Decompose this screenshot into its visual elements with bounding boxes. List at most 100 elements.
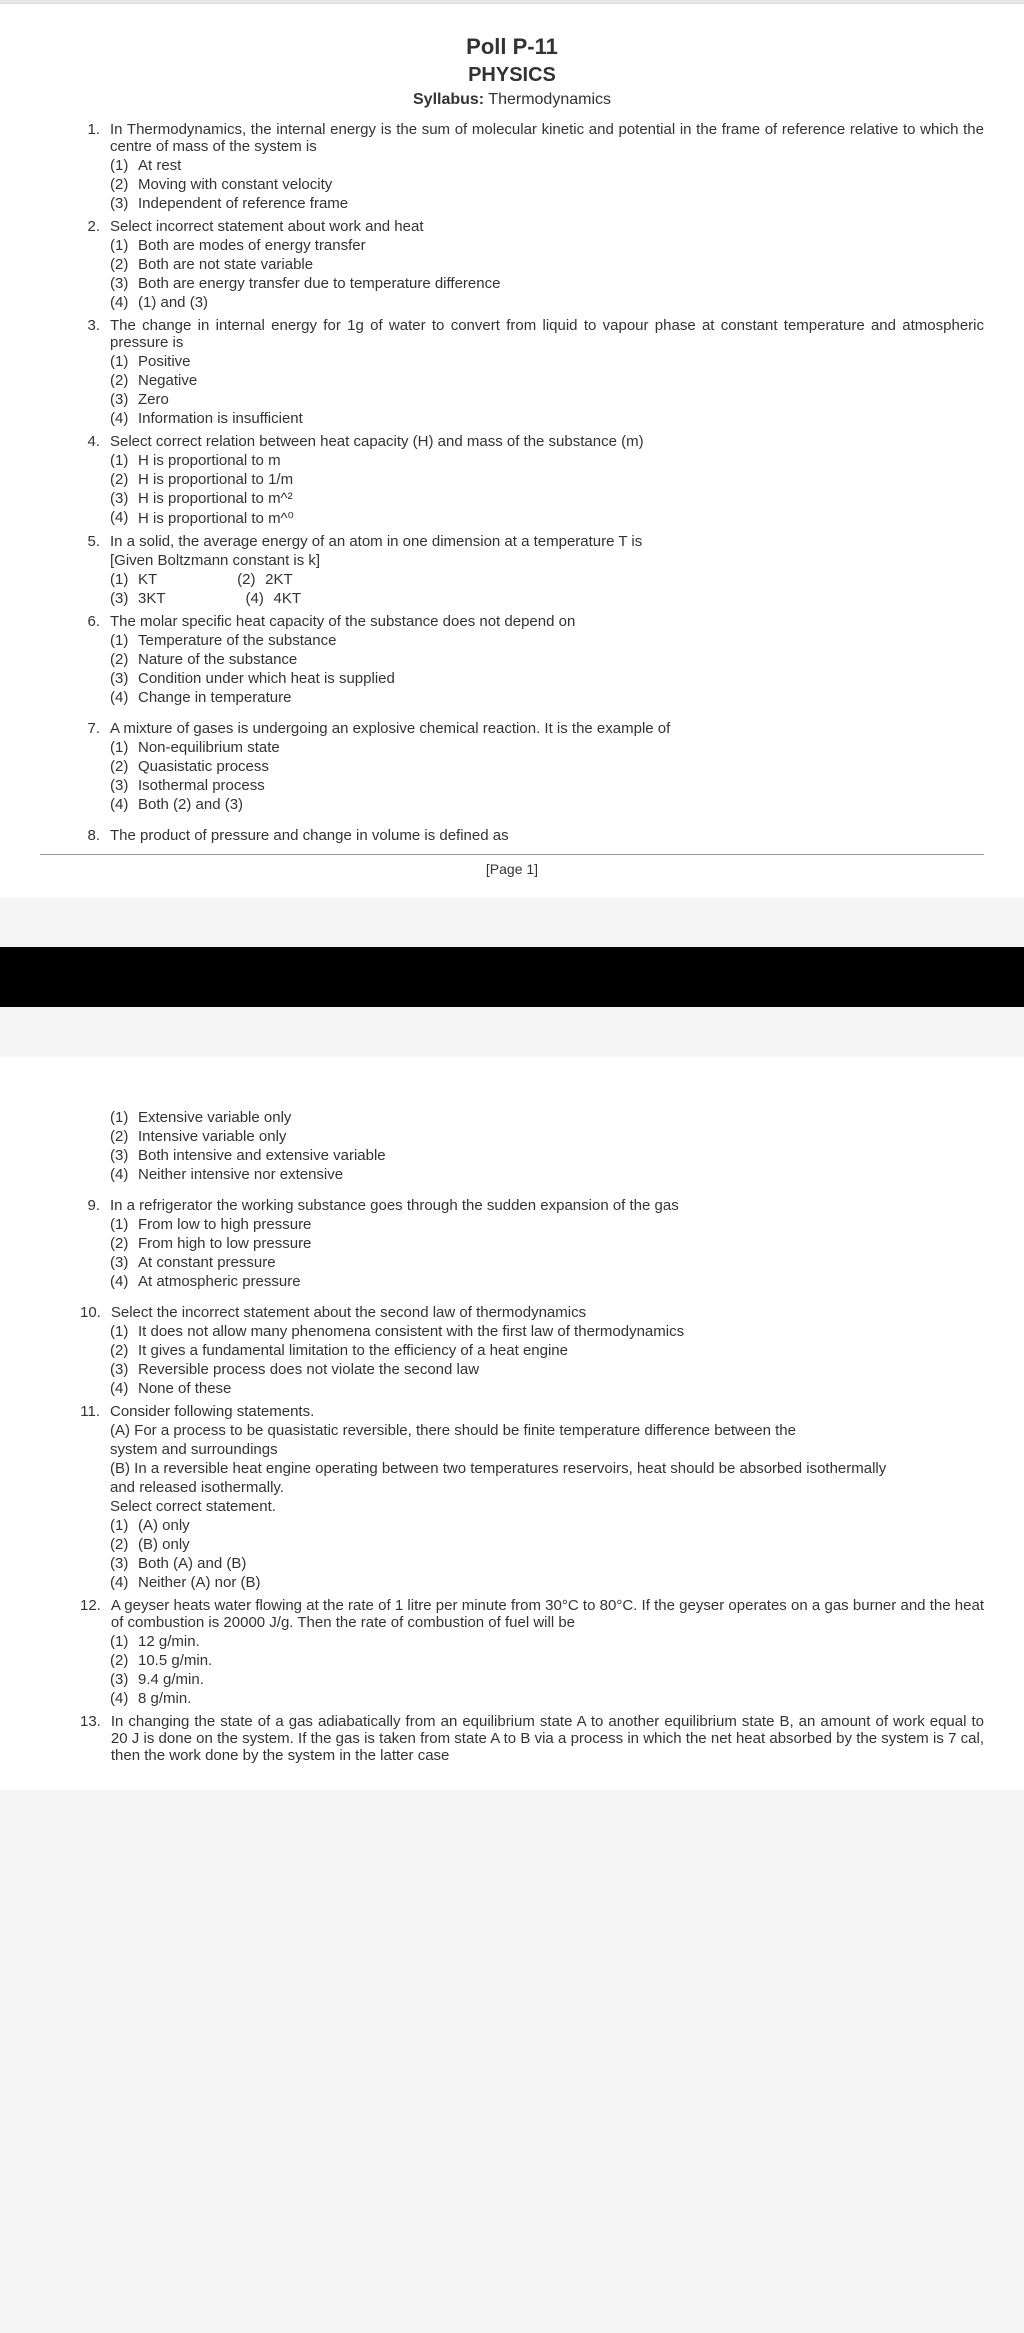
question-block: 10.Select the incorrect statement about … (80, 1304, 984, 1397)
question-text: In a solid, the average energy of an ato… (110, 533, 984, 550)
question-text: In a refrigerator the working substance … (110, 1197, 984, 1214)
option-row: (3)Independent of reference frame (80, 195, 984, 212)
option-text: From low to high pressure (138, 1216, 984, 1233)
option-text: Zero (138, 391, 984, 408)
subject-title: PHYSICS (40, 64, 984, 87)
question-line: Select correct statement. (80, 1498, 984, 1515)
question-row: 4.Select correct relation between heat c… (80, 433, 984, 450)
option-label: (4) (110, 689, 138, 706)
option-row: (3)Condition under which heat is supplie… (80, 670, 984, 687)
question-row: 2.Select incorrect statement about work … (80, 218, 984, 235)
question-block: 13.In changing the state of a gas adiaba… (80, 1713, 984, 1764)
option-row: (1)Extensive variable only (80, 1109, 984, 1126)
question-block: 6.The molar specific heat capacity of th… (80, 613, 984, 706)
option-label: (1) (110, 1323, 138, 1340)
option-row: (4)None of these (80, 1380, 984, 1397)
option-label: (4) (110, 1166, 138, 1183)
question-text: The product of pressure and change in vo… (110, 827, 984, 844)
option-row: (1)At rest (80, 157, 984, 174)
question-line: (B) In a reversible heat engine operatin… (80, 1460, 984, 1477)
option-text: At constant pressure (138, 1254, 984, 1271)
question-row: 10.Select the incorrect statement about … (80, 1304, 984, 1321)
option-row: (3)Zero (80, 391, 984, 408)
option-label: (2) (110, 651, 138, 668)
question-block: 9.In a refrigerator the working substanc… (80, 1197, 984, 1290)
option-text: Neither intensive nor extensive (138, 1166, 984, 1183)
option-item: (4) 4KT (246, 590, 302, 607)
question-text: A geyser heats water flowing at the rate… (111, 1597, 984, 1631)
question-block: 2.Select incorrect statement about work … (80, 218, 984, 311)
option-text: 2KT (265, 571, 293, 588)
option-item: (2) 2KT (237, 571, 293, 588)
question-number: 3. (80, 317, 110, 334)
question-number: 9. (80, 1197, 110, 1214)
option-text: Extensive variable only (138, 1109, 984, 1126)
option-text: 9.4 g/min. (138, 1671, 984, 1688)
option-row: (3)Both are energy transfer due to tempe… (80, 275, 984, 292)
question-text: Consider following statements. (110, 1403, 984, 1420)
option-label: (1) (110, 157, 138, 174)
option-row: (1)Non-equilibrium state (80, 739, 984, 756)
question-text: The molar specific heat capacity of the … (110, 613, 984, 630)
option-text: (1) and (3) (138, 294, 984, 311)
question-number: 10. (80, 1304, 111, 1321)
question-number: 7. (80, 720, 110, 737)
question-block: 4.Select correct relation between heat c… (80, 433, 984, 527)
option-label: (3) (110, 777, 138, 794)
option-text: Both are modes of energy transfer (138, 237, 984, 254)
option-label: (3) (110, 1671, 138, 1688)
question-number: 12. (80, 1597, 111, 1614)
option-row: (2)Quasistatic process (80, 758, 984, 775)
option-row: (1)H is proportional to m (80, 452, 984, 469)
option-text: From high to low pressure (138, 1235, 984, 1252)
option-inline-row: (3) 3KT (4) 4KT (80, 590, 984, 607)
option-row: (2)Nature of the substance (80, 651, 984, 668)
question-number: 13. (80, 1713, 111, 1730)
option-row: (1)It does not allow many phenomena cons… (80, 1323, 984, 1340)
option-text: 10.5 g/min. (138, 1652, 984, 1669)
option-label: (1) (110, 1633, 138, 1650)
option-row: (3)Reversible process does not violate t… (80, 1361, 984, 1378)
question-block: 11.Consider following statements. (A) For… (80, 1403, 984, 1591)
option-row: (1)12 g/min. (80, 1633, 984, 1650)
option-label: (2) (110, 1342, 138, 1359)
option-row: (4)Change in temperature (80, 689, 984, 706)
question-row: 1.In Thermodynamics, the internal energy… (80, 121, 984, 155)
question-row: 12.A geyser heats water flowing at the r… (80, 1597, 984, 1631)
option-text: H is proportional to m^⁰ (138, 509, 984, 527)
question-number: 11. (80, 1403, 110, 1420)
question-subline: [Given Boltzmann constant is k] (80, 552, 984, 569)
question-line: system and surroundings (80, 1441, 984, 1458)
option-text: Intensive variable only (138, 1128, 984, 1145)
question-line: (A) For a process to be quasistatic reve… (80, 1422, 984, 1439)
option-row: (1)Temperature of the substance (80, 632, 984, 649)
question-block: 12.A geyser heats water flowing at the r… (80, 1597, 984, 1707)
question-text: The change in internal energy for 1g of … (110, 317, 984, 351)
option-item: (3) 3KT (110, 590, 166, 607)
option-label: (4) (110, 509, 138, 526)
option-label: (4) (110, 1273, 138, 1290)
option-row: (4)Both (2) and (3) (80, 796, 984, 813)
option-text: 8 g/min. (138, 1690, 984, 1707)
question-number: 1. (80, 121, 110, 138)
syllabus-line: Syllabus: Thermodynamics (40, 91, 984, 109)
option-text: At rest (138, 157, 984, 174)
question-number: 2. (80, 218, 110, 235)
option-text: Isothermal process (138, 777, 984, 794)
option-text: Reversible process does not violate the … (138, 1361, 984, 1378)
question-number: 6. (80, 613, 110, 630)
option-row: (4)H is proportional to m^⁰ (80, 509, 984, 527)
option-text: Neither (A) nor (B) (138, 1574, 984, 1591)
option-text: Temperature of the substance (138, 632, 984, 649)
option-text: It does not allow many phenomena consist… (138, 1323, 984, 1340)
option-row: (4)Information is insufficient (80, 410, 984, 427)
option-row: (3)At constant pressure (80, 1254, 984, 1271)
option-label: (1) (110, 1517, 138, 1534)
option-text: H is proportional to m^² (138, 490, 984, 507)
option-text: Positive (138, 353, 984, 370)
question-block: 5.In a solid, the average energy of an a… (80, 533, 984, 607)
option-label: (2) (110, 758, 138, 775)
option-text: H is proportional to m (138, 452, 984, 469)
question-row: 13.In changing the state of a gas adiaba… (80, 1713, 984, 1764)
option-text: 12 g/min. (138, 1633, 984, 1650)
